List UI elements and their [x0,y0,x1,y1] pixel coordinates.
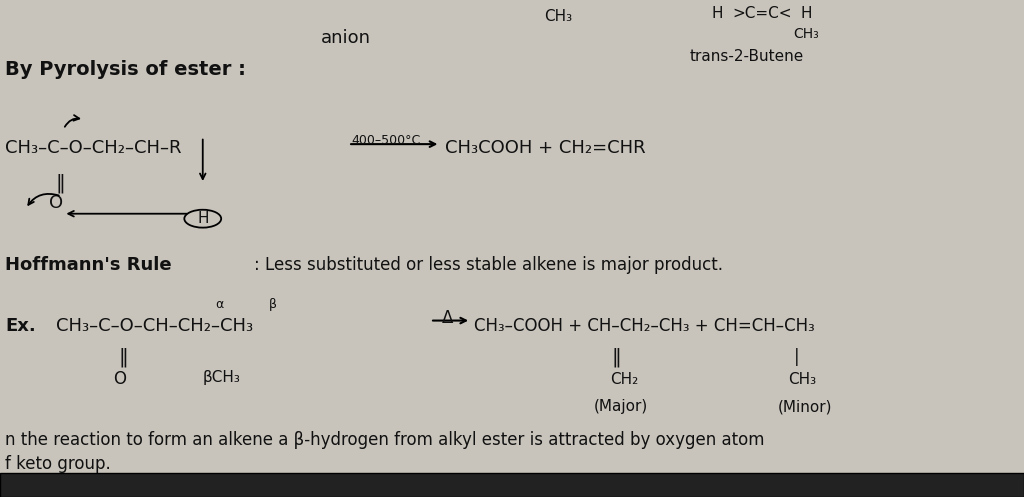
Text: CH₃–C–O–CH₂–CH–R: CH₃–C–O–CH₂–CH–R [5,139,181,157]
Text: By Pyrolysis of ester :: By Pyrolysis of ester : [5,60,246,79]
FancyBboxPatch shape [0,473,1024,497]
Text: : Less substituted or less stable alkene is major product.: : Less substituted or less stable alkene… [254,256,723,274]
Text: ‖: ‖ [611,348,622,367]
Text: CH₃–COOH + CH–CH₂–CH₃ + CH=CH–CH₃: CH₃–COOH + CH–CH₂–CH₃ + CH=CH–CH₃ [474,317,815,335]
Text: (Major): (Major) [594,399,648,414]
Text: H: H [197,211,209,226]
Text: H: H [801,6,812,21]
Text: (Minor): (Minor) [778,399,833,414]
Text: CH₃: CH₃ [794,27,819,41]
Text: βCH₃: βCH₃ [203,370,241,385]
Text: α: α [215,298,223,311]
Text: ‖: ‖ [55,174,66,193]
Text: β: β [269,298,278,311]
Text: CH₃: CH₃ [544,9,572,24]
Text: KEY POINTS: KEY POINTS [456,476,568,494]
Text: anion: anion [322,29,371,47]
Text: >C=C<: >C=C< [732,6,792,21]
Text: |: | [794,348,800,366]
Text: CH₃COOH + CH₂=CHR: CH₃COOH + CH₂=CHR [445,139,646,157]
Text: trans-2-Butene: trans-2-Butene [689,49,804,64]
Text: ‖: ‖ [119,348,129,367]
Text: CH₃–C–O–CH–CH₂–CH₃: CH₃–C–O–CH–CH₂–CH₃ [56,317,254,335]
Text: Ex.: Ex. [5,317,36,335]
Text: CH₂: CH₂ [610,372,639,387]
Text: 400–500°C: 400–500°C [351,134,421,147]
Text: O: O [49,194,63,212]
Text: CH₃: CH₃ [788,372,816,387]
Text: O: O [113,370,126,388]
Text: H: H [712,6,723,21]
Text: Δ: Δ [442,309,454,327]
Text: n the reaction to form an alkene a β-hydrogen from alkyl ester is attracted by o: n the reaction to form an alkene a β-hyd… [5,431,765,449]
Text: Hoffmann's Rule: Hoffmann's Rule [5,256,172,274]
Text: f keto group.: f keto group. [5,455,111,473]
